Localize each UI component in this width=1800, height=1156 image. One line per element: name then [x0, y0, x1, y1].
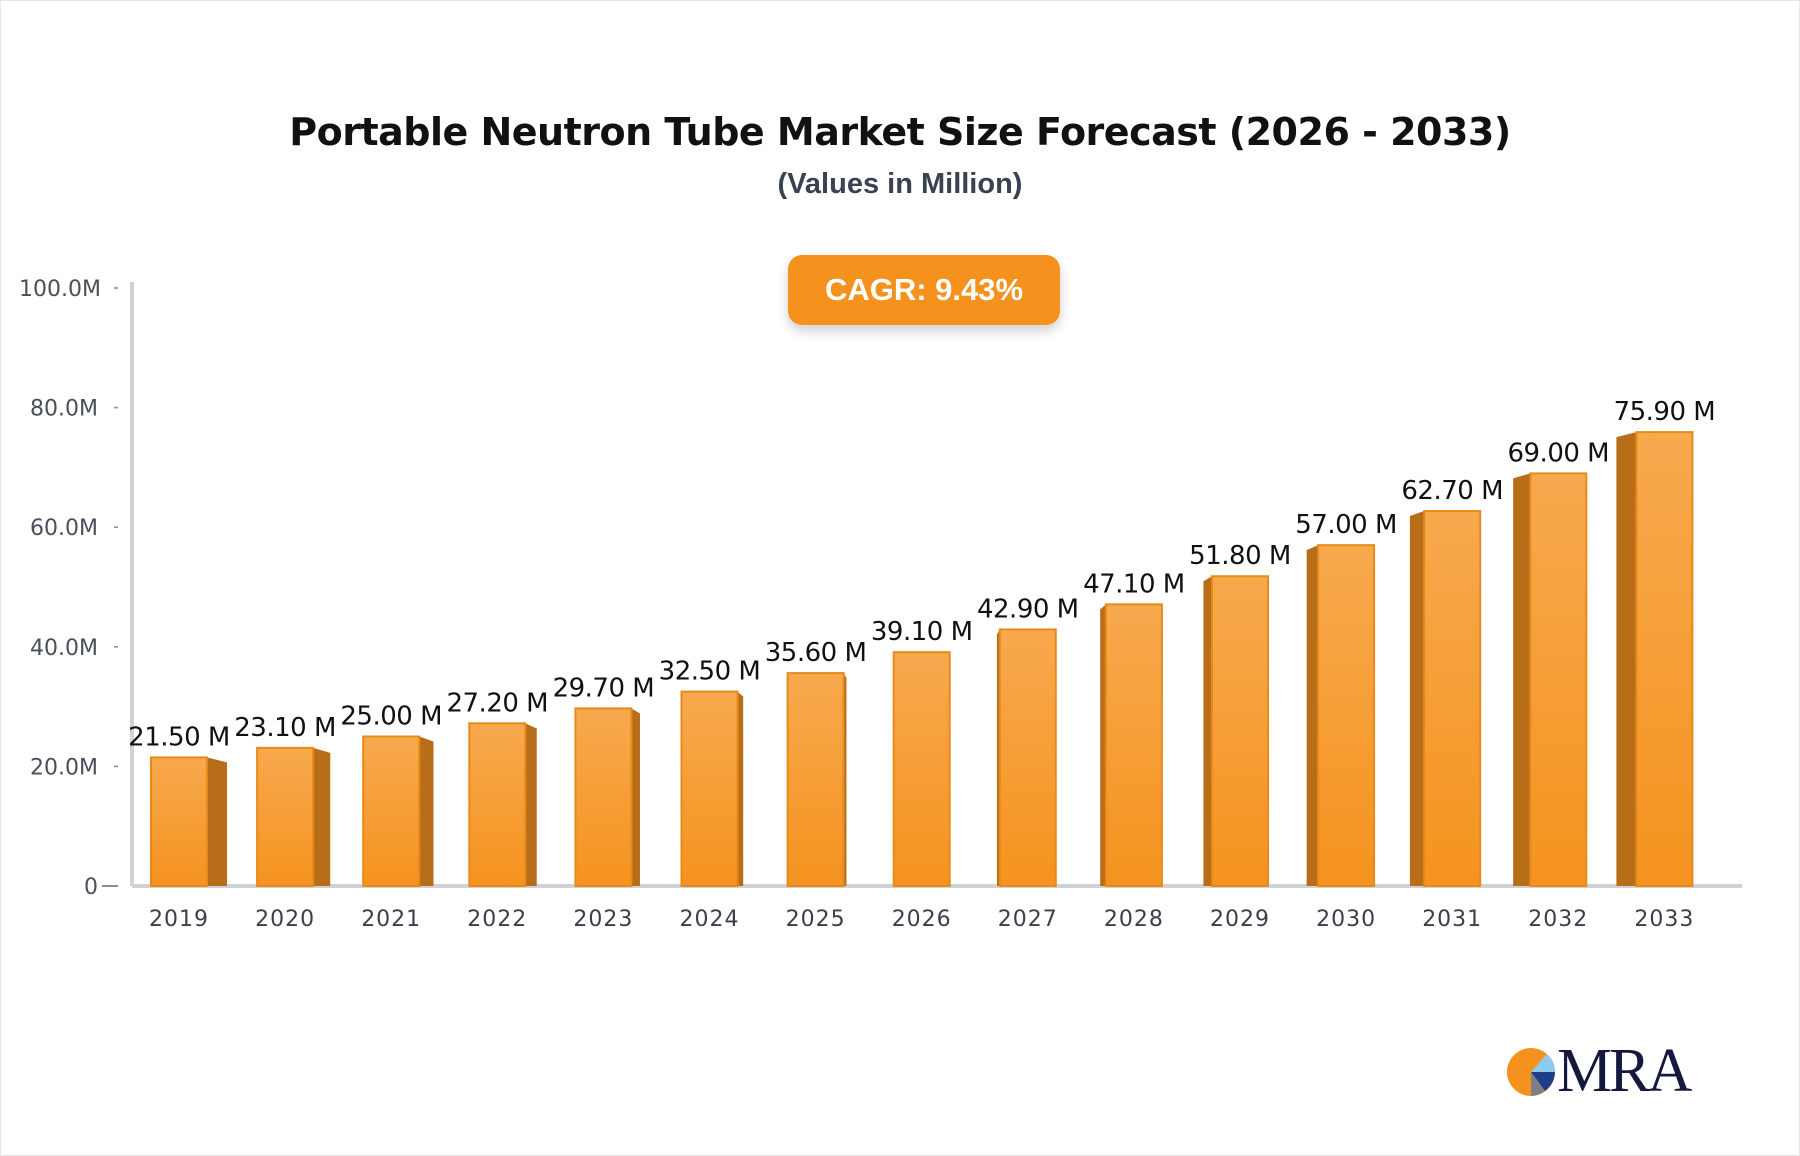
data-label: 32.50 M: [659, 657, 761, 687]
bar-group: 62.70 M 2031: [1401, 476, 1503, 932]
logo-pie-icon: [1507, 1048, 1556, 1096]
x-tick-label: 2025: [786, 907, 846, 932]
bar-group: 57.00 M 2030: [1295, 510, 1397, 932]
bar-group: 47.10 M 2028: [1083, 569, 1185, 932]
bar-side: [1513, 473, 1531, 886]
data-label: 27.20 M: [446, 688, 548, 718]
x-tick-label: 2027: [998, 907, 1058, 932]
data-label: 57.00 M: [1295, 510, 1397, 540]
bar: [1529, 472, 1588, 887]
x-tick-label: 2023: [573, 907, 633, 932]
bar: [1317, 544, 1376, 887]
y-tick-label: 20.0M: [30, 755, 98, 780]
bar: [1211, 575, 1269, 888]
x-tick-label: 2028: [1104, 907, 1164, 932]
bar: [1423, 510, 1482, 887]
bar: [786, 672, 845, 887]
bar-side: [1203, 576, 1212, 886]
x-tick-label: 2021: [361, 907, 421, 932]
bar-side: [1409, 511, 1425, 886]
logo-text: MRA: [1557, 1037, 1692, 1105]
x-tick-label: 2024: [680, 907, 740, 932]
bar-group: 69.00 M 2032: [1507, 438, 1609, 932]
bar-side: [1616, 432, 1637, 886]
chart-title: Portable Neutron Tube Market Size Foreca…: [289, 110, 1511, 154]
bar: [680, 690, 739, 888]
y-tick-label: 60.0M: [30, 516, 98, 541]
data-label: 69.00 M: [1507, 438, 1609, 468]
data-label: 21.50 M: [128, 722, 230, 752]
bar-side: [631, 708, 640, 886]
data-label: 47.10 M: [1083, 569, 1185, 599]
bar-group: 25.00 M 2021: [340, 702, 442, 933]
bar-side: [313, 747, 331, 886]
data-label: 39.10 M: [871, 617, 973, 647]
data-label: 42.90 M: [977, 594, 1079, 624]
bar: [892, 651, 951, 887]
bar: [362, 735, 421, 887]
x-tick-label: 2031: [1422, 907, 1482, 932]
bar: [150, 756, 208, 887]
x-tick-label: 2019: [149, 907, 209, 932]
cagr-badge: CAGR: 9.43%: [788, 255, 1060, 325]
bar: [468, 722, 527, 887]
bar: [256, 746, 315, 887]
chart-subtitle: (Values in Million): [777, 168, 1023, 200]
bar-side: [525, 723, 537, 886]
bar: [1104, 603, 1163, 887]
y-tick-label: 100.0M: [19, 277, 101, 302]
y-tick-label: 80.0M: [30, 397, 98, 422]
data-label: 23.10 M: [234, 713, 336, 743]
x-tick-label: 2033: [1634, 907, 1694, 932]
bar-group: 42.90 M 2027: [977, 594, 1079, 932]
x-tick-label: 2026: [892, 907, 952, 932]
bar-side: [207, 757, 227, 886]
bar-side: [1100, 604, 1106, 886]
bar-group: 23.10 M 2020: [234, 713, 336, 932]
bar-group: 21.50 M 2019: [128, 722, 230, 932]
bar-side: [1306, 545, 1319, 886]
data-label: 62.70 M: [1401, 476, 1503, 506]
bar-group: 32.50 M 2024: [659, 657, 761, 932]
bar: [1635, 431, 1694, 887]
mra-logo: MRA: [1505, 1037, 1695, 1105]
x-tick-label: 2032: [1528, 907, 1588, 932]
y-tick-label: 40.0M: [30, 636, 98, 661]
bar: [998, 628, 1057, 887]
bar-group: 39.10 M 2026: [871, 617, 973, 932]
bar-group: 75.90 M 2033: [1614, 397, 1716, 932]
x-tick-label: 2030: [1316, 907, 1376, 932]
bar-group: 29.70 M 2023: [553, 673, 655, 932]
data-label: 35.60 M: [765, 638, 867, 668]
data-label: 51.80 M: [1189, 541, 1291, 571]
bar-side: [419, 736, 434, 886]
bar-group: 27.20 M 2022: [446, 688, 548, 932]
data-label: 75.90 M: [1614, 397, 1716, 427]
data-label: 25.00 M: [340, 702, 442, 732]
y-tick-label: 0: [84, 875, 98, 900]
bar-group: 35.60 M 2025: [765, 638, 867, 932]
x-tick-label: 2022: [467, 907, 527, 932]
bar-side: [737, 691, 744, 886]
bar-group: 51.80 M 2029: [1189, 541, 1291, 932]
x-tick-label: 2020: [255, 907, 315, 932]
bar: [574, 707, 633, 887]
x-tick-label: 2029: [1210, 907, 1270, 932]
data-label: 29.70 M: [553, 673, 655, 703]
